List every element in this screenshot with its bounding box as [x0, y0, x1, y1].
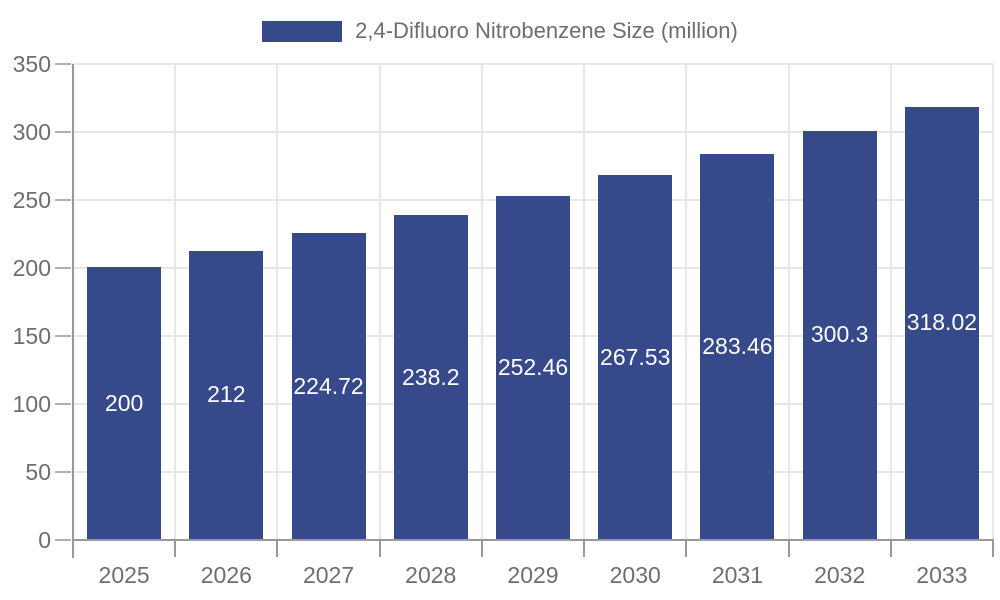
y-axis-tick: [55, 403, 71, 405]
legend-swatch: [262, 20, 343, 42]
gridline-vertical: [685, 64, 688, 540]
x-axis-tick: [787, 540, 790, 557]
x-axis-tick: [378, 540, 381, 557]
x-axis-tick: [583, 540, 586, 557]
x-axis-tick: [174, 540, 177, 557]
bar-2030: 267.53: [598, 175, 673, 539]
y-axis-tick-label: 50: [25, 459, 51, 485]
bar-value-label: 267.53: [600, 343, 671, 370]
x-axis-tick-label: 2025: [98, 562, 150, 588]
x-axis-tick: [685, 540, 688, 557]
x-axis-tick-label: 2032: [814, 562, 866, 588]
gridline-horizontal: [73, 63, 993, 65]
gridline-horizontal: [73, 131, 993, 133]
y-axis-tick-label: 100: [12, 391, 51, 417]
x-axis-tick-label: 2028: [405, 562, 457, 588]
gridline-vertical: [787, 64, 790, 540]
gridline-vertical: [378, 64, 381, 540]
bar-value-label: 238.2: [401, 363, 460, 390]
bar-value-label: 300.3: [810, 321, 869, 348]
bar-2031: 283.46: [700, 153, 775, 539]
bar-2029: 252.46: [496, 195, 570, 539]
x-axis-tick: [480, 540, 483, 557]
y-axis-tick-label: 0: [38, 527, 51, 553]
bar-value-label: 200: [104, 389, 144, 416]
gridline-vertical: [174, 64, 177, 540]
y-axis-tick-label: 250: [12, 187, 51, 213]
gridline-vertical: [992, 64, 994, 540]
bar-value-label: 283.46: [702, 332, 773, 359]
bar-value-label: 318.02: [906, 309, 978, 336]
y-axis-tick-label: 350: [12, 51, 51, 77]
chart-legend: 2,4-Difluoro Nitrobenzene Size (million): [0, 18, 1000, 44]
legend-label: 2,4-Difluoro Nitrobenzene Size (million): [355, 18, 738, 43]
gridline-vertical: [276, 64, 279, 540]
bar-2028: 238.2: [393, 215, 468, 539]
x-axis-tick-label: 2031: [711, 562, 764, 588]
y-axis-tick: [55, 131, 71, 133]
bar-2026: 212: [189, 250, 264, 539]
x-axis-tick-label: 2029: [507, 562, 559, 588]
x-axis-tick-label: 2033: [916, 562, 968, 588]
y-axis-tick: [55, 539, 71, 541]
y-axis-tick: [55, 63, 71, 65]
x-axis-tick: [276, 540, 279, 557]
bar-2027: 224.72: [291, 233, 366, 539]
x-axis-tick-label: 2027: [302, 562, 355, 588]
y-axis-tick: [55, 335, 71, 337]
x-axis-tick-label: 2030: [609, 562, 661, 588]
bar-value-label: 252.46: [497, 353, 569, 380]
y-axis-tick: [55, 199, 71, 201]
x-axis-line: [72, 539, 994, 541]
gridline-vertical: [480, 64, 483, 540]
y-axis-tick-label: 200: [12, 255, 51, 281]
gridline-vertical: [583, 64, 586, 540]
gridline-vertical: [889, 64, 892, 540]
y-axis-tick-label: 150: [12, 323, 51, 349]
plot-area: 200 212 224.72 238.2 252.46 267.53 283.46 300.3…: [13, 51, 994, 588]
x-axis-tick: [992, 540, 994, 557]
y-axis-tick: [55, 471, 71, 473]
bar-2032: 300.3: [802, 130, 877, 539]
y-axis-line: [72, 64, 74, 558]
y-axis-tick-label: 300: [12, 119, 51, 145]
legend-item[interactable]: 2,4-Difluoro Nitrobenzene Size (million): [262, 18, 738, 44]
y-axis-tick: [55, 267, 71, 269]
x-axis-tick-label: 2026: [200, 562, 252, 588]
bar-2033: 318.02: [904, 106, 979, 539]
bar-value-label: 224.72: [293, 372, 364, 399]
bar-value-label: 212: [207, 381, 246, 408]
x-axis-tick: [889, 540, 892, 557]
bar-2025: 200: [87, 267, 162, 539]
